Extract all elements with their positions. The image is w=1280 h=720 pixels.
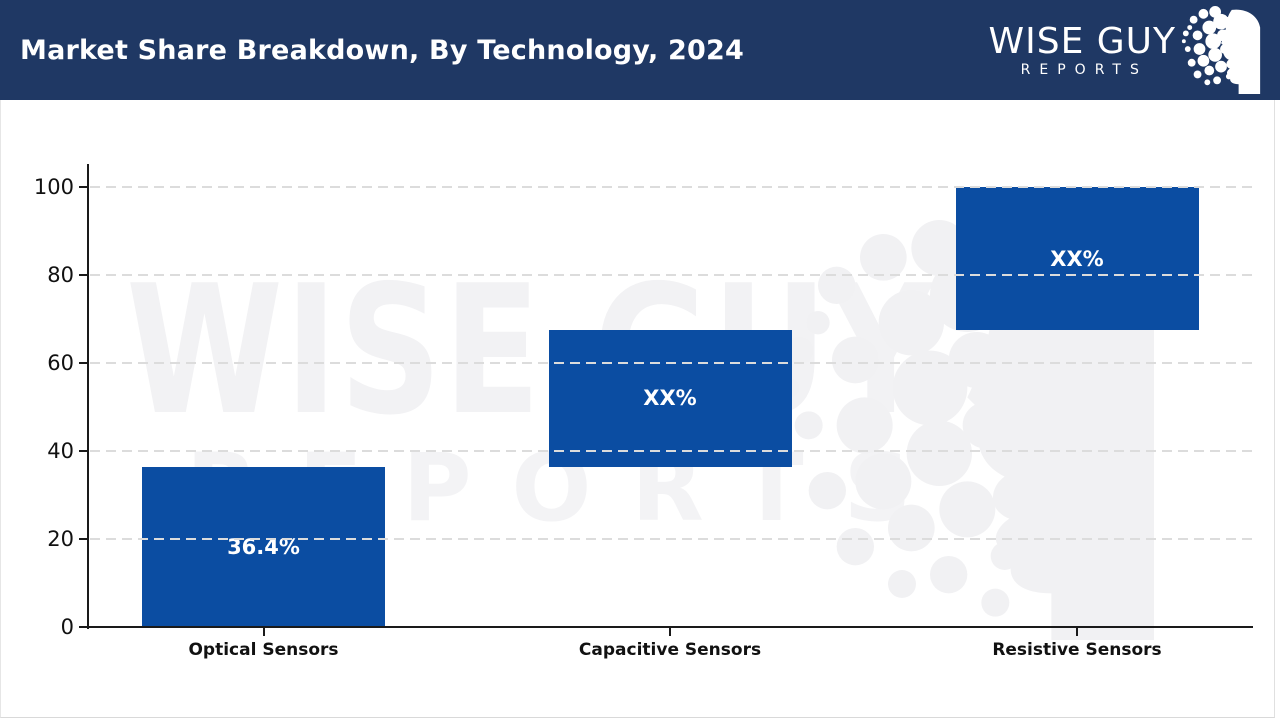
y-tick: [79, 538, 87, 540]
axis-label-resistive-sensors: Resistive Sensors: [992, 640, 1162, 660]
wise-guy-logo: WISE GUY REPORTS: [989, 6, 1267, 94]
bar-value-label: XX%: [643, 386, 697, 411]
y-tick-label: 20: [47, 527, 74, 551]
y-tick-label: 60: [47, 351, 74, 375]
axis-label-capacitive-sensors: Capacitive Sensors: [578, 640, 762, 660]
gridline-60: [90, 362, 1253, 364]
y-tick: [79, 274, 87, 276]
page-title: Market Share Breakdown, By Technology, 2…: [20, 34, 745, 66]
bar-value-label: XX%: [1050, 246, 1104, 271]
logo-name: WISE GUY: [988, 20, 1176, 62]
gridline-20: [90, 538, 1253, 540]
gridline-100: [90, 186, 1253, 188]
y-tick: [79, 362, 87, 364]
x-axis-line: [87, 626, 1253, 628]
x-tick: [669, 628, 671, 636]
y-tick-label: 100: [33, 175, 74, 199]
logo-subtitle: REPORTS: [1020, 61, 1148, 78]
y-tick-label: 0: [60, 615, 74, 639]
x-tick: [1076, 628, 1078, 636]
y-tick: [79, 186, 87, 188]
axis-label-optical-sensors: Optical Sensors: [188, 640, 339, 660]
gridline-80: [90, 274, 1253, 276]
bar-optical-sensors: 36.4%: [142, 466, 385, 627]
y-tick: [79, 626, 87, 628]
bar-resistive-sensors: XX%: [955, 187, 1199, 330]
y-tick-label: 80: [47, 263, 74, 287]
y-axis-line: [87, 164, 89, 629]
y-tick-label: 40: [47, 439, 74, 463]
gridline-40: [90, 450, 1253, 452]
header-bar: Market Share Breakdown, By Technology, 2…: [0, 0, 1280, 100]
x-tick: [262, 628, 265, 636]
bar-capacitive-sensors: XX%: [548, 330, 792, 467]
logo-face-icon: [1181, 6, 1261, 94]
y-tick: [79, 450, 87, 452]
